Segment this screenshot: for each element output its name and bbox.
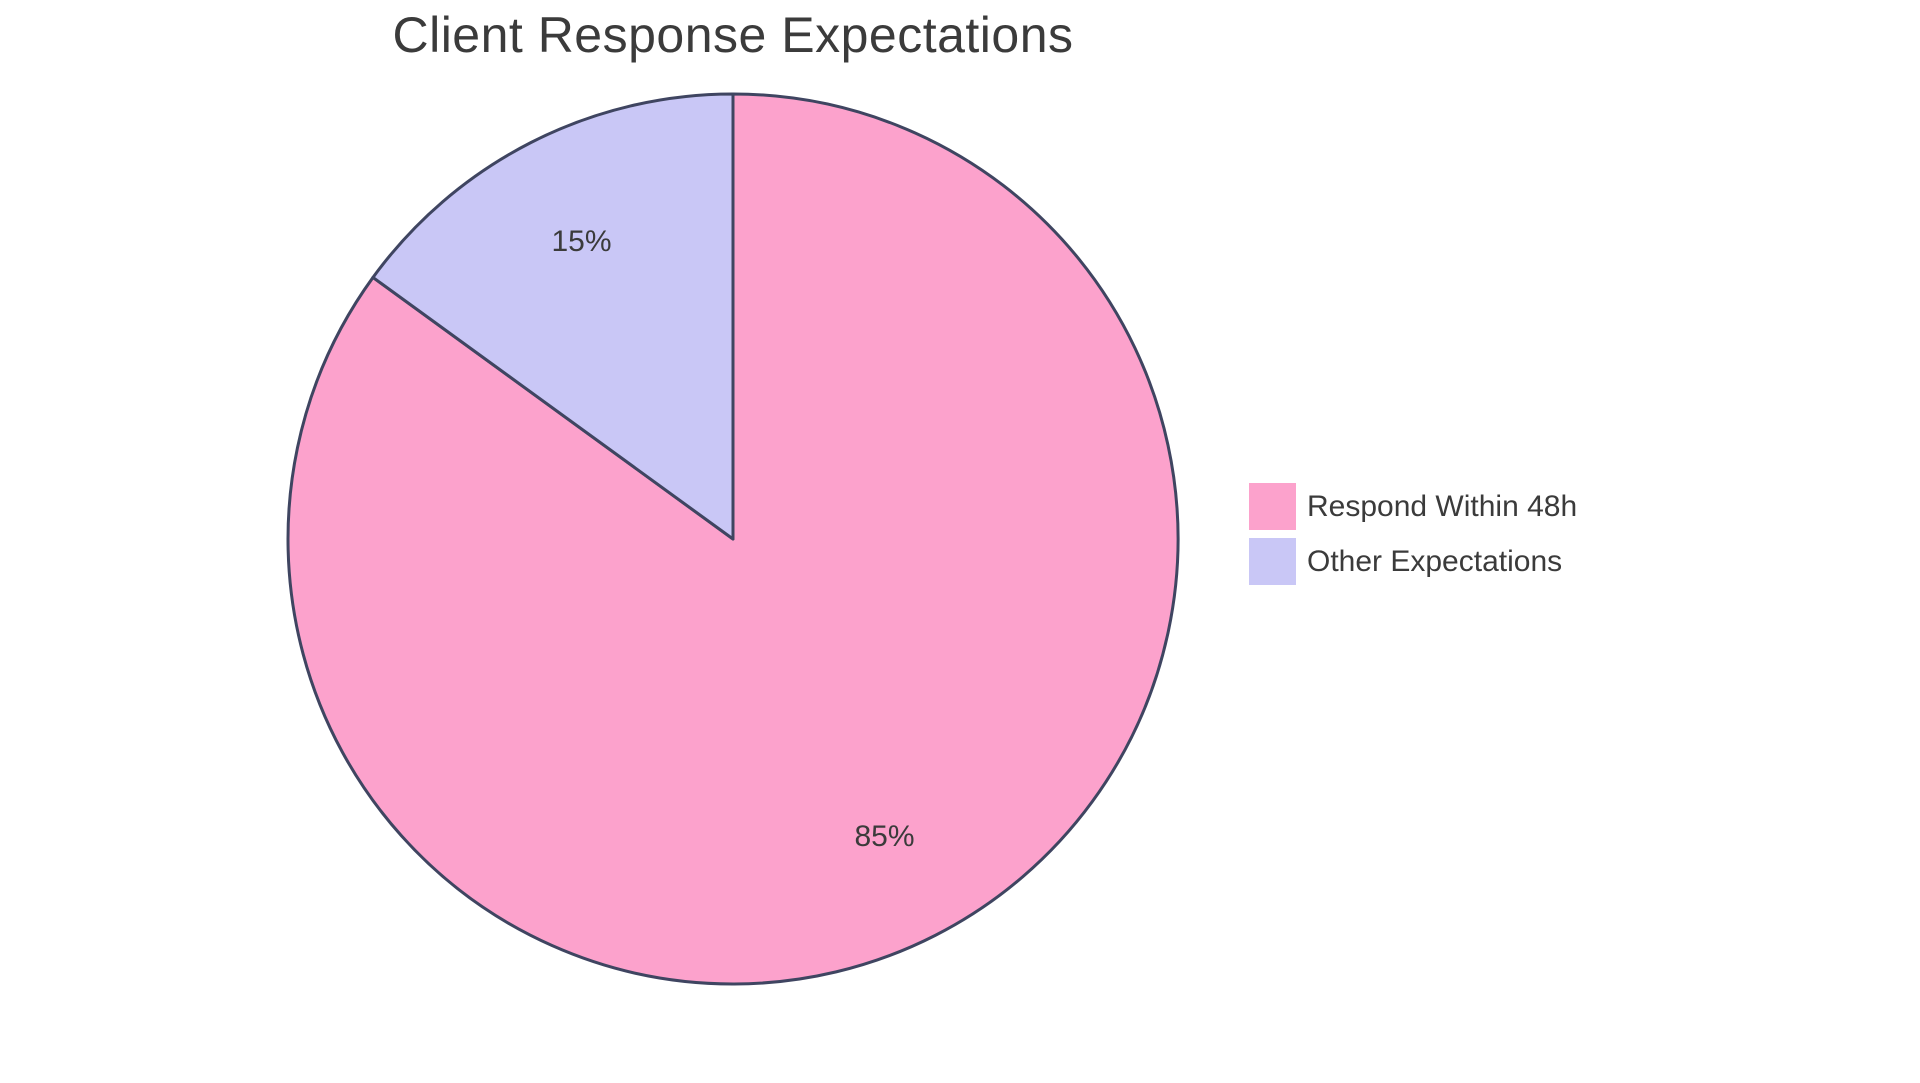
legend-label: Respond Within 48h	[1307, 489, 1578, 523]
slice-percent-label-other-expectations: 15%	[551, 225, 611, 258]
legend: Respond Within 48h Other Expectations	[1249, 483, 1577, 585]
legend-swatch	[1249, 483, 1296, 530]
legend-label: Other Expectations	[1307, 544, 1563, 578]
pie-slices	[286, 92, 1180, 986]
legend-item-respond-within-48h: Respond Within 48h	[1249, 483, 1577, 530]
legend-item-other-expectations: Other Expectations	[1249, 538, 1577, 585]
chart-title: Client Response Expectations	[392, 7, 1074, 63]
legend-swatch	[1249, 538, 1296, 585]
pie-slice-labels: 85% 15%	[551, 225, 914, 853]
pie-slice-other-expectations	[371, 92, 735, 541]
slice-percent-label-respond-within-48h: 85%	[854, 820, 914, 853]
